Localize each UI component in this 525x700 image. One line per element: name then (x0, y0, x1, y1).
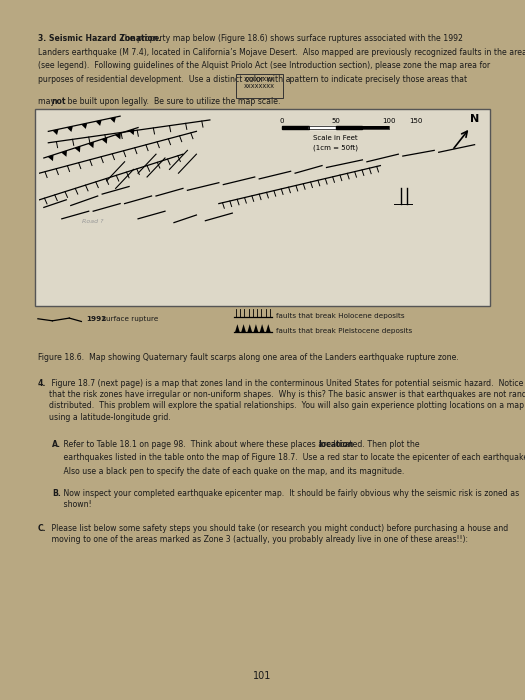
Polygon shape (61, 150, 67, 157)
Text: 50: 50 (331, 118, 340, 124)
Polygon shape (129, 129, 134, 135)
Text: (1cm = 50ft): (1cm = 50ft) (313, 145, 358, 151)
Polygon shape (260, 324, 265, 332)
Text: 4.: 4. (38, 379, 46, 388)
Text: surface rupture: surface rupture (100, 316, 158, 322)
Polygon shape (266, 324, 271, 332)
Polygon shape (101, 137, 107, 144)
Polygon shape (235, 324, 240, 332)
Text: B.: B. (52, 489, 61, 498)
Polygon shape (48, 155, 54, 161)
Polygon shape (247, 324, 252, 332)
Text: 150: 150 (410, 118, 423, 124)
Polygon shape (362, 126, 390, 129)
Text: C.: C. (38, 524, 47, 533)
Text: faults that break Pleistocene deposits: faults that break Pleistocene deposits (276, 328, 412, 334)
Text: 0: 0 (279, 118, 284, 124)
Polygon shape (75, 146, 80, 153)
Bar (236, 74, 284, 98)
Polygon shape (335, 126, 362, 129)
Text: may: may (38, 97, 58, 106)
Text: location: location (318, 440, 353, 449)
Text: A.: A. (52, 440, 61, 449)
Text: 101: 101 (253, 671, 272, 681)
Text: xxxxxxxx
xxxxxxxx: xxxxxxxx xxxxxxxx (244, 76, 275, 89)
Text: be built upon legally.  Be sure to utilize the map scale.: be built upon legally. Be sure to utiliz… (65, 97, 280, 106)
Text: pattern to indicate precisely those areas that: pattern to indicate precisely those area… (287, 75, 467, 84)
Polygon shape (309, 126, 335, 129)
Polygon shape (67, 126, 73, 132)
Text: N: N (470, 114, 479, 124)
Polygon shape (96, 120, 102, 126)
Polygon shape (81, 123, 87, 129)
Polygon shape (115, 133, 121, 139)
Polygon shape (254, 324, 258, 332)
Text: The property map below (Figure 18.6) shows surface ruptures associated with the : The property map below (Figure 18.6) sho… (120, 34, 463, 43)
Polygon shape (241, 324, 246, 332)
Bar (35, 109, 490, 306)
Text: Landers earthquake (M 7.4), located in California’s Mojave Desert.  Also mapped : Landers earthquake (M 7.4), located in C… (38, 48, 525, 57)
Text: purposes of residential development.  Use a distinct color with a: purposes of residential development. Use… (38, 75, 290, 84)
Polygon shape (110, 117, 116, 122)
Text: 1992: 1992 (86, 316, 107, 322)
Text: 100: 100 (383, 118, 396, 124)
Text: faults that break Holocene deposits: faults that break Holocene deposits (276, 313, 405, 319)
Polygon shape (281, 126, 309, 129)
Text: Now inspect your completed earthquake epicenter map.  It should be fairly obviou: Now inspect your completed earthquake ep… (60, 489, 519, 509)
Text: (see legend).  Following guidelines of the Alquist Priolo Act (see Introduction : (see legend). Following guidelines of th… (38, 62, 490, 71)
Polygon shape (88, 142, 94, 148)
Text: Road ?: Road ? (82, 218, 104, 223)
Text: earthquakes listed in the table onto the map of Figure 18.7.  Use a red star to : earthquakes listed in the table onto the… (60, 453, 525, 462)
Text: not: not (51, 97, 66, 106)
Text: 3. Seismic Hazard Zonation.: 3. Seismic Hazard Zonation. (38, 34, 161, 43)
Text: Refer to Table 18.1 on page 98.  Think about where these places are located. The: Refer to Table 18.1 on page 98. Think ab… (60, 440, 422, 449)
Text: Also use a black pen to specify the date of each quake on the map, and its magni: Also use a black pen to specify the date… (60, 467, 404, 476)
Text: Please list below some safety steps you should take (or research you might condu: Please list below some safety steps you … (49, 524, 508, 545)
Text: Figure 18.7 (next page) is a map that zones land in the conterminous United Stat: Figure 18.7 (next page) is a map that zo… (49, 379, 525, 422)
Text: Figure 18.6.  Map showing Quaternary fault scarps along one area of the Landers : Figure 18.6. Map showing Quaternary faul… (38, 353, 459, 362)
Polygon shape (52, 130, 59, 135)
Text: Scale in Feet: Scale in Feet (313, 135, 358, 141)
